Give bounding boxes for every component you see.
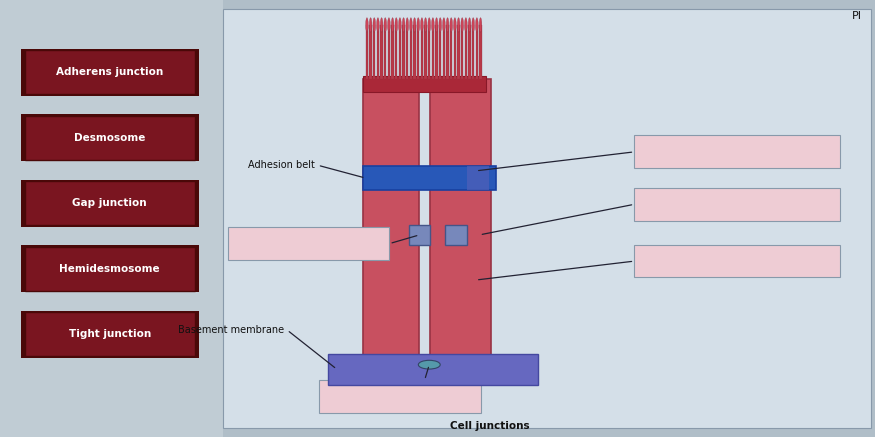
Ellipse shape [399, 17, 402, 32]
Ellipse shape [413, 17, 416, 32]
Bar [409, 225, 430, 245]
Bar [413, 25, 416, 79]
Bar [366, 25, 368, 79]
Bar [421, 25, 424, 79]
Text: PI: PI [852, 11, 862, 21]
Bar [363, 76, 486, 92]
Bar [410, 25, 412, 79]
Bar [424, 25, 427, 79]
Bar [406, 25, 409, 79]
Ellipse shape [410, 17, 412, 32]
Bar [228, 227, 389, 260]
Text: Cell junctions: Cell junctions [451, 421, 530, 431]
Bar [0, 0, 223, 437]
Bar [445, 225, 467, 245]
Bar [634, 188, 840, 221]
Bar [461, 25, 464, 79]
Bar [399, 25, 401, 79]
Text: Hemidesmosome: Hemidesmosome [60, 264, 160, 274]
Ellipse shape [446, 17, 449, 32]
Text: Adherens junction: Adherens junction [56, 67, 164, 77]
Ellipse shape [402, 17, 405, 32]
Bar [24, 50, 195, 94]
Ellipse shape [453, 17, 456, 32]
Text: Basement membrane: Basement membrane [178, 325, 284, 335]
Bar [480, 25, 482, 79]
Bar [363, 79, 419, 358]
Bar [436, 25, 438, 79]
Ellipse shape [443, 17, 445, 32]
Bar [21, 311, 199, 358]
Ellipse shape [391, 17, 394, 32]
Ellipse shape [421, 17, 424, 32]
Ellipse shape [472, 17, 474, 32]
Ellipse shape [384, 17, 387, 32]
Bar [363, 166, 496, 190]
Ellipse shape [366, 17, 368, 32]
Bar [388, 25, 390, 79]
Bar [467, 166, 489, 190]
Bar [634, 245, 840, 277]
Ellipse shape [428, 17, 430, 32]
Bar [472, 25, 474, 79]
Bar [468, 25, 471, 79]
Bar [24, 312, 195, 356]
Ellipse shape [406, 17, 409, 32]
Bar [21, 114, 199, 161]
Bar [428, 25, 430, 79]
Bar [384, 25, 387, 79]
Ellipse shape [458, 17, 460, 32]
Text: Tight junction: Tight junction [68, 329, 151, 339]
Bar [430, 79, 491, 358]
Ellipse shape [468, 17, 471, 32]
Ellipse shape [450, 17, 452, 32]
Ellipse shape [418, 360, 440, 369]
Bar [450, 25, 452, 79]
Bar [417, 25, 419, 79]
Ellipse shape [439, 17, 442, 32]
Bar [391, 25, 394, 79]
Bar [328, 354, 538, 385]
Bar [476, 25, 478, 79]
Bar [21, 180, 199, 227]
Bar [439, 25, 441, 79]
Bar [21, 245, 199, 292]
Ellipse shape [373, 17, 375, 32]
Bar [377, 25, 379, 79]
Bar [21, 49, 199, 96]
Ellipse shape [435, 17, 438, 32]
Bar [369, 25, 372, 79]
Ellipse shape [381, 17, 383, 32]
Bar [373, 25, 375, 79]
Bar [396, 25, 397, 79]
Bar [446, 25, 449, 79]
Ellipse shape [431, 17, 434, 32]
Ellipse shape [416, 17, 419, 32]
Ellipse shape [395, 17, 397, 32]
Text: Desmosome: Desmosome [74, 133, 145, 142]
Ellipse shape [461, 17, 464, 32]
Bar [319, 380, 481, 413]
Bar [431, 25, 434, 79]
Ellipse shape [424, 17, 427, 32]
Bar [465, 25, 467, 79]
Ellipse shape [388, 17, 390, 32]
Ellipse shape [369, 17, 372, 32]
Bar [223, 9, 871, 428]
Ellipse shape [465, 17, 467, 32]
Ellipse shape [376, 17, 379, 32]
Bar [458, 25, 459, 79]
Bar [454, 25, 456, 79]
Ellipse shape [475, 17, 478, 32]
Ellipse shape [480, 17, 482, 32]
Text: Gap junction: Gap junction [73, 198, 147, 208]
Bar [443, 25, 445, 79]
Bar [381, 25, 382, 79]
Bar [24, 116, 195, 160]
Text: Adhesion belt: Adhesion belt [248, 160, 315, 170]
Bar [634, 135, 840, 168]
Bar [402, 25, 405, 79]
Bar [24, 247, 195, 291]
Bar [24, 181, 195, 225]
